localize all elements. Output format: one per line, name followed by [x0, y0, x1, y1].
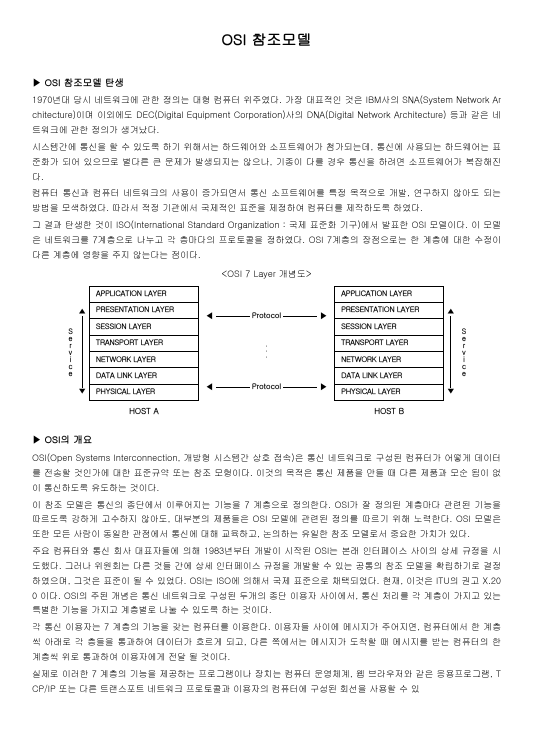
- section1-p2: 시스템간에 통신을 할 수 있도록 하기 위해서는 하드웨어와 소프트웨어가 첨…: [32, 140, 501, 185]
- host-a-column: Service ▲▼ APPLICATION LAYER PRESENTATIO…: [64, 286, 199, 419]
- diagram-caption: <OSI 7 Layer 개념도>: [32, 267, 501, 282]
- layer-net-b: NETWORK LAYER: [334, 351, 444, 367]
- section1-heading: ▶ OSI 참조모델 탄생: [32, 75, 501, 91]
- layer-app-b: APPLICATION LAYER: [334, 286, 444, 302]
- section1-p4: 그 결과 탄생한 것이 ISO(International Standard O…: [32, 218, 501, 263]
- protocol-label-bottom: Protocol: [252, 381, 281, 393]
- layer-sess-a: SESSION LAYER: [89, 318, 199, 334]
- layer-trans-a: TRANSPORT LAYER: [89, 335, 199, 351]
- protocol-label-top: Protocol: [252, 310, 281, 322]
- section2-heading: ▶ OSI의 개요: [32, 432, 501, 448]
- host-b-column: APPLICATION LAYER PRESENTATION LAYER SES…: [334, 286, 469, 419]
- section2-p3: 주요 컴퓨터와 통신 회사 대표자들에 의해 1983년부터 개발이 시작된 O…: [32, 544, 501, 618]
- layer-app-a: APPLICATION LAYER: [89, 286, 199, 302]
- layer-pres-a: PRESENTATION LAYER: [89, 302, 199, 318]
- layer-trans-b: TRANSPORT LAYER: [334, 335, 444, 351]
- section1-p3: 컴퓨터 통신과 컴퓨터 네트워크의 사용이 증가되면서 통신 소프트웨어를 특정…: [32, 186, 501, 216]
- protocol-column: ◀ Protocol ▶ ··· ◀ Protocol ▶: [205, 303, 328, 401]
- layer-sess-b: SESSION LAYER: [334, 318, 444, 334]
- layer-dl-b: DATA LINK LAYER: [334, 367, 444, 383]
- service-arrow-b: ▲▼: [447, 308, 454, 396]
- protocol-dots: ···: [265, 344, 268, 361]
- layer-phys-b: PHYSICAL LAYER: [334, 384, 444, 401]
- page-title: OSI 참조모델: [32, 28, 501, 53]
- service-label-a: Service: [64, 327, 76, 376]
- layer-net-a: NETWORK LAYER: [89, 351, 199, 367]
- layer-phys-a: PHYSICAL LAYER: [89, 384, 199, 401]
- section2-p2: 이 참조 모델은 통신의 종단에서 이루어지는 기능을 7 계층으로 정의한다.…: [32, 498, 501, 543]
- section2-p1: OSI(Open Systems Interconnection, 개방형 시스…: [32, 451, 501, 496]
- section1-p1: 1970년대 당시 네트워크에 관한 정의는 대형 컴퓨터 위주였다. 가장 대…: [32, 93, 501, 138]
- layer-dl-a: DATA LINK LAYER: [89, 367, 199, 383]
- service-label-b: Service: [457, 327, 469, 376]
- section2-p4: 각 통신 이용자는 7 계층의 기능을 갖는 컴퓨터를 이용한다. 이용자들 사…: [32, 620, 501, 665]
- layer-pres-b: PRESENTATION LAYER: [334, 302, 444, 318]
- service-arrow-a: ▲▼: [79, 308, 86, 396]
- osi-diagram: Service ▲▼ APPLICATION LAYER PRESENTATIO…: [32, 286, 501, 419]
- host-b-label: HOST B: [374, 405, 404, 418]
- section2-p5: 실제로 이러한 7 계층의 기능을 제공하는 프로그램이나 장치는 컴퓨터 운영…: [32, 667, 501, 697]
- host-a-stack: APPLICATION LAYER PRESENTATION LAYER SES…: [89, 286, 199, 402]
- host-a-label: HOST A: [129, 405, 159, 418]
- host-b-stack: APPLICATION LAYER PRESENTATION LAYER SES…: [334, 286, 444, 402]
